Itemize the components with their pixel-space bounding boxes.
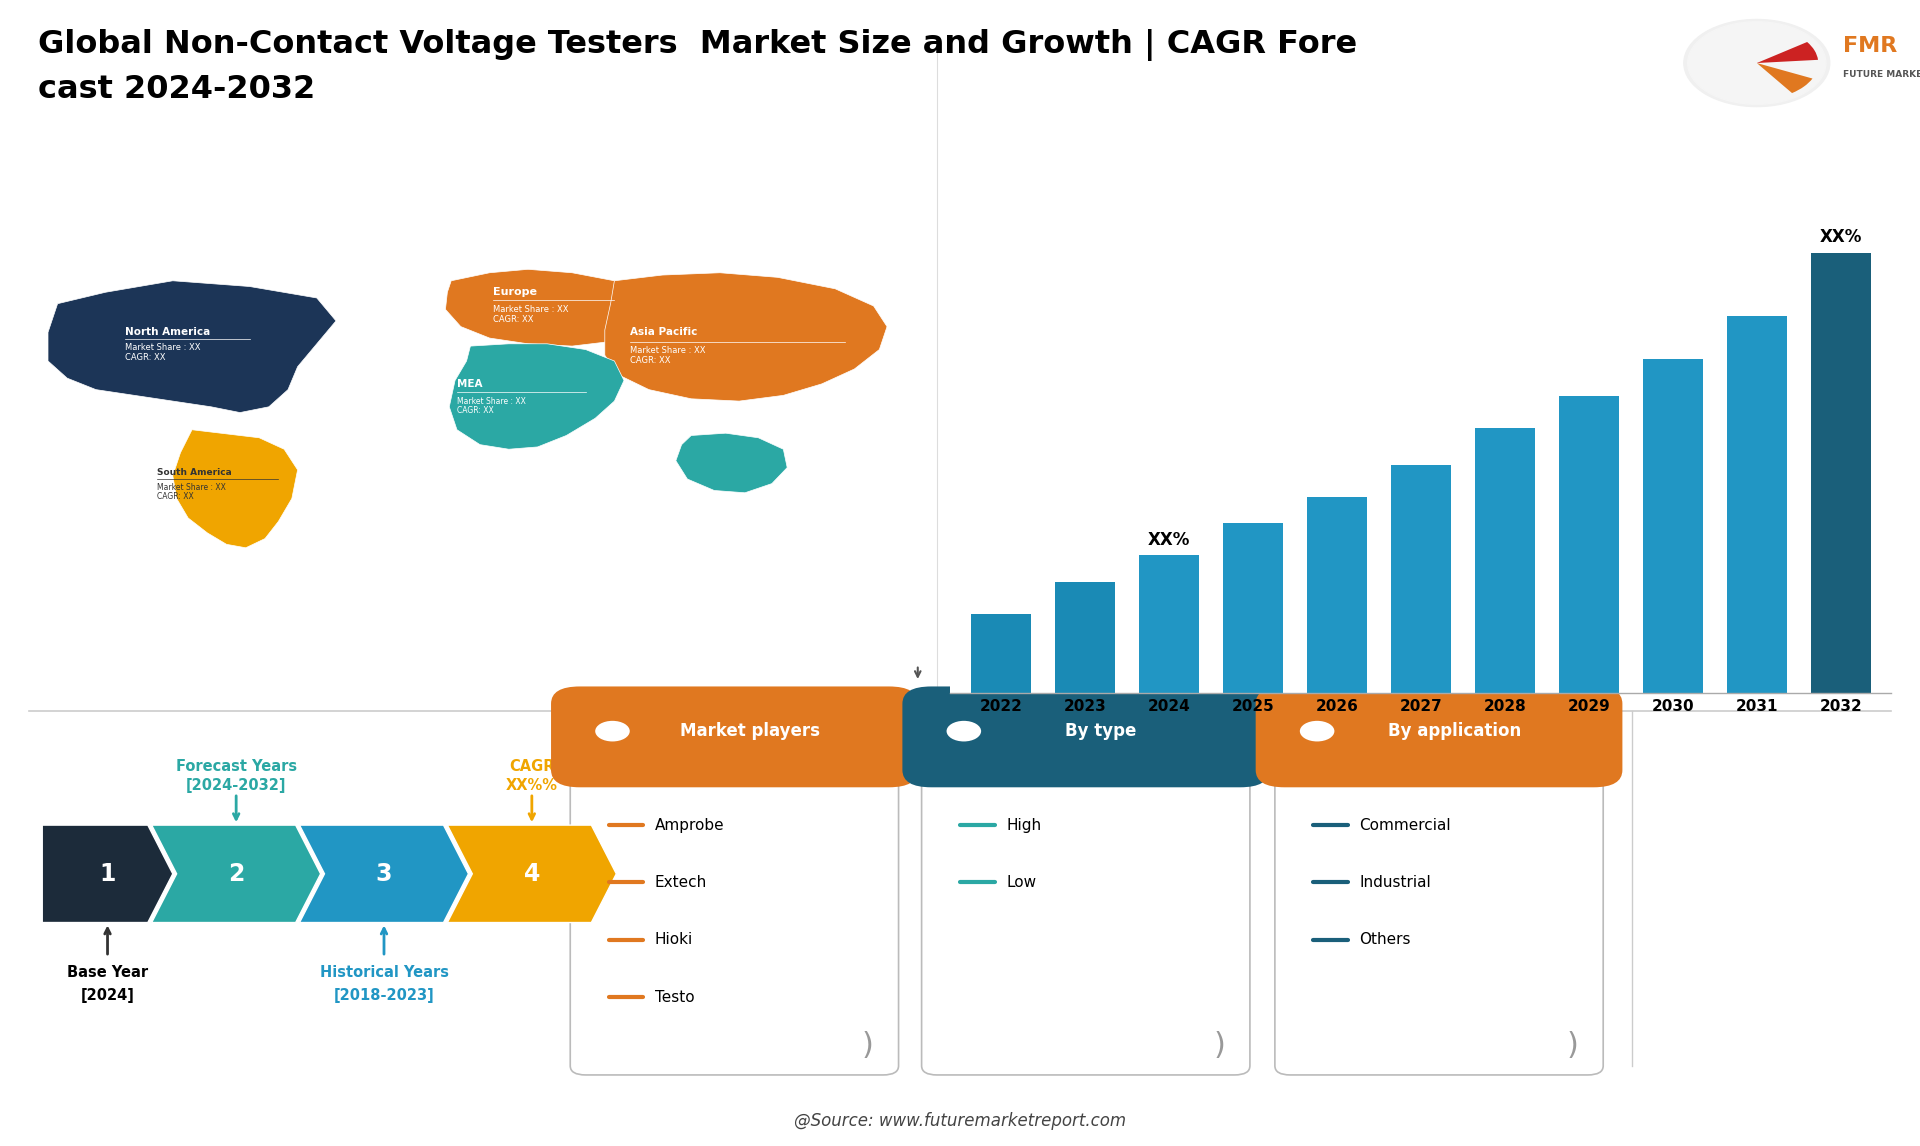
Text: FUTURE MARKET REPORT: FUTURE MARKET REPORT	[1843, 70, 1920, 79]
Text: FMR: FMR	[1843, 36, 1897, 56]
Polygon shape	[42, 825, 173, 923]
Text: Base Year: Base Year	[67, 965, 148, 980]
Text: Industrial: Industrial	[1359, 874, 1430, 890]
Text: Global Non-Contact Voltage Testers  Market Size and Growth | CAGR Fore: Global Non-Contact Voltage Testers Marke…	[38, 29, 1357, 61]
Text: Market Share : XX: Market Share : XX	[457, 397, 526, 406]
FancyBboxPatch shape	[551, 686, 918, 787]
Text: Forecast Years: Forecast Years	[175, 759, 298, 774]
Text: CAGR: XX: CAGR: XX	[630, 356, 670, 366]
Text: Europe: Europe	[493, 288, 538, 297]
Text: @Source: www.futuremarketreport.com: @Source: www.futuremarketreport.com	[795, 1112, 1125, 1130]
Text: Market Share : XX: Market Share : XX	[630, 346, 705, 355]
FancyBboxPatch shape	[922, 713, 1250, 1075]
Circle shape	[947, 721, 981, 741]
Text: CAGR: XX: CAGR: XX	[457, 406, 493, 415]
Text: 2: 2	[228, 862, 244, 886]
Bar	[1390, 465, 1452, 693]
Circle shape	[595, 721, 630, 741]
Bar	[1811, 252, 1870, 693]
Text: Others: Others	[1359, 932, 1411, 948]
Text: [2024-2032]: [2024-2032]	[186, 778, 286, 793]
Bar	[1642, 359, 1703, 693]
Text: Extech: Extech	[655, 874, 707, 890]
Text: ): )	[1567, 1031, 1578, 1060]
Text: Market Share : XX: Market Share : XX	[493, 305, 568, 314]
FancyBboxPatch shape	[19, 86, 922, 693]
Text: Market players: Market players	[680, 722, 820, 740]
Text: XX%%: XX%%	[505, 778, 559, 793]
Polygon shape	[173, 430, 298, 548]
Text: Commercial: Commercial	[1359, 817, 1452, 833]
Text: Market Share : XX: Market Share : XX	[157, 482, 227, 492]
Text: 1: 1	[100, 862, 115, 886]
Text: [2024]: [2024]	[81, 988, 134, 1003]
Text: ): )	[862, 1031, 874, 1060]
Circle shape	[1688, 22, 1826, 104]
Circle shape	[1300, 721, 1334, 741]
Wedge shape	[1757, 42, 1818, 63]
Text: CAGR: XX: CAGR: XX	[493, 315, 534, 324]
Text: Hioki: Hioki	[655, 932, 693, 948]
Text: XX%: XX%	[1820, 228, 1862, 246]
Text: By type: By type	[1066, 722, 1137, 740]
Bar	[1054, 582, 1116, 693]
Text: Testo: Testo	[655, 989, 695, 1005]
Text: [2018-2023]: [2018-2023]	[334, 988, 434, 1003]
Text: ): )	[1213, 1031, 1225, 1060]
Polygon shape	[152, 825, 321, 923]
FancyBboxPatch shape	[570, 713, 899, 1075]
Bar	[1306, 497, 1367, 693]
Bar	[1139, 556, 1198, 693]
Polygon shape	[605, 273, 887, 401]
FancyBboxPatch shape	[902, 686, 1269, 787]
Polygon shape	[300, 825, 468, 923]
Text: By application: By application	[1388, 722, 1521, 740]
Polygon shape	[676, 433, 787, 493]
Polygon shape	[445, 269, 657, 346]
Text: Market Share : XX: Market Share : XX	[125, 343, 200, 352]
Text: cast 2024-2032: cast 2024-2032	[38, 74, 315, 105]
Circle shape	[1684, 19, 1830, 107]
Polygon shape	[48, 281, 336, 413]
Bar	[1726, 316, 1788, 693]
Polygon shape	[449, 344, 624, 449]
Wedge shape	[1757, 63, 1812, 93]
Text: Historical Years: Historical Years	[319, 965, 449, 980]
Bar	[1559, 397, 1619, 693]
Bar	[970, 613, 1031, 693]
Text: High: High	[1006, 817, 1041, 833]
Bar	[1475, 427, 1536, 693]
Text: Asia Pacific: Asia Pacific	[630, 328, 697, 337]
Text: XX%: XX%	[1148, 531, 1190, 549]
Text: South America: South America	[157, 468, 232, 477]
FancyBboxPatch shape	[1256, 686, 1622, 787]
Text: North America: North America	[125, 328, 209, 337]
Text: 4: 4	[524, 862, 540, 886]
Text: 3: 3	[376, 862, 392, 886]
Text: CAGR: XX: CAGR: XX	[125, 353, 165, 362]
Polygon shape	[447, 825, 616, 923]
Text: CAGR: XX: CAGR: XX	[157, 492, 194, 501]
Text: MEA: MEA	[457, 379, 482, 388]
Text: Non-Contact Voltage Testers
Market Size Growth In
Bln or Mln: Non-Contact Voltage Testers Market Size …	[989, 132, 1369, 211]
FancyBboxPatch shape	[1275, 713, 1603, 1075]
Text: CAGR: CAGR	[509, 759, 555, 774]
Text: Amprobe: Amprobe	[655, 817, 724, 833]
Text: Low: Low	[1006, 874, 1037, 890]
Bar	[1223, 524, 1283, 693]
